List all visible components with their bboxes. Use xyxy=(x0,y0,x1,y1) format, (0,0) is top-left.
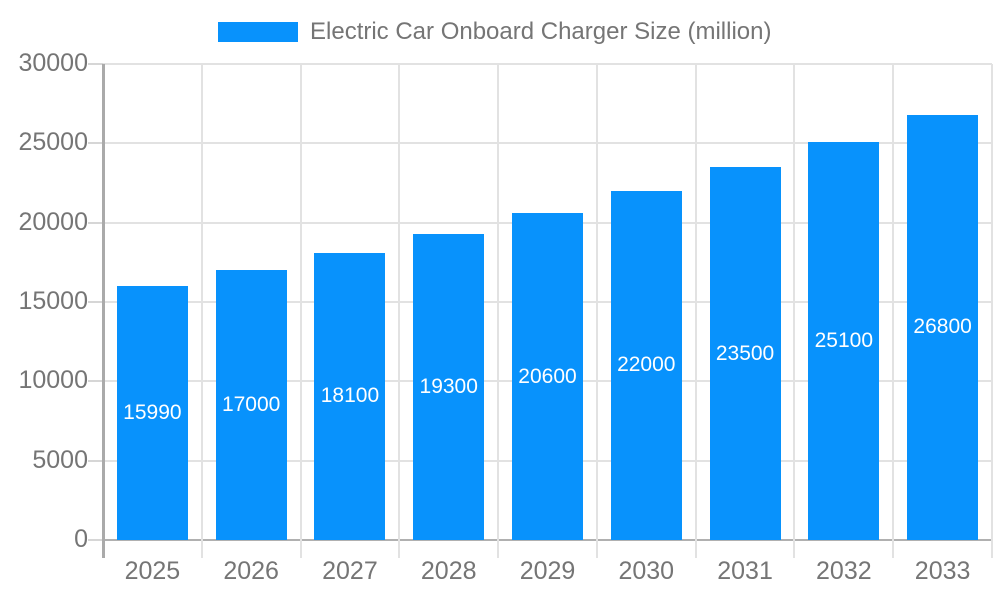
bar xyxy=(709,167,781,540)
bar xyxy=(512,213,583,540)
x-tick-label: 2027 xyxy=(322,557,378,585)
x-tick-label: 2033 xyxy=(914,557,971,585)
bar-value-label: 18100 xyxy=(320,384,380,408)
bar-value-label: 23500 xyxy=(715,341,775,365)
y-tick xyxy=(88,142,103,145)
legend-label: Electric Car Onboard Charger Size (milli… xyxy=(310,18,772,45)
legend-swatch xyxy=(218,22,298,42)
y-tick xyxy=(88,459,103,462)
bar-value-label: 25100 xyxy=(814,328,874,352)
bar xyxy=(116,286,188,540)
y-gridline xyxy=(103,63,992,65)
x-tick-label: 2029 xyxy=(519,557,576,585)
bar xyxy=(314,252,386,540)
y-tick-label: 0 xyxy=(74,525,88,553)
y-tick-label: 5000 xyxy=(32,445,88,474)
x-gridline xyxy=(694,64,697,558)
y-tick xyxy=(88,63,103,65)
y-tick xyxy=(88,539,103,541)
x-tick-label: 2031 xyxy=(717,557,773,585)
x-gridline xyxy=(892,64,895,558)
x-tick-label: 2032 xyxy=(816,557,872,585)
bar xyxy=(808,141,880,540)
x-tick-label: 2028 xyxy=(420,557,477,585)
bar-value-label: 26800 xyxy=(913,315,972,339)
x-gridline xyxy=(595,64,598,558)
x-gridline xyxy=(793,64,796,558)
y-tick-label: 30000 xyxy=(18,49,88,77)
bar xyxy=(907,114,979,540)
x-tick-label: 2025 xyxy=(124,557,181,585)
y-tick-label: 25000 xyxy=(18,128,88,157)
bar xyxy=(413,233,485,540)
x-gridline xyxy=(398,64,401,558)
bar xyxy=(215,270,287,540)
x-tick-label: 2030 xyxy=(618,557,675,585)
bar-value-label: 19300 xyxy=(419,374,478,398)
x-gridline xyxy=(991,64,993,558)
y-tick xyxy=(88,221,103,224)
y-tick-label: 15000 xyxy=(18,287,88,315)
x-gridline xyxy=(497,64,500,558)
bar xyxy=(610,190,682,540)
bar-value-label: 17000 xyxy=(221,393,281,417)
y-gridline xyxy=(103,539,992,541)
y-tick-label: 20000 xyxy=(18,207,88,236)
bar-value-label: 15990 xyxy=(123,401,182,425)
y-tick xyxy=(88,380,103,383)
x-tick-label: 2026 xyxy=(223,557,279,585)
bar-value-label: 20600 xyxy=(518,364,577,388)
y-tick-label: 10000 xyxy=(18,366,88,395)
x-gridline xyxy=(200,64,203,558)
bar-value-label: 22000 xyxy=(617,353,676,377)
y-tick xyxy=(88,301,103,303)
y-axis-line xyxy=(102,64,105,558)
x-gridline xyxy=(299,64,302,558)
y-gridline xyxy=(103,142,992,145)
